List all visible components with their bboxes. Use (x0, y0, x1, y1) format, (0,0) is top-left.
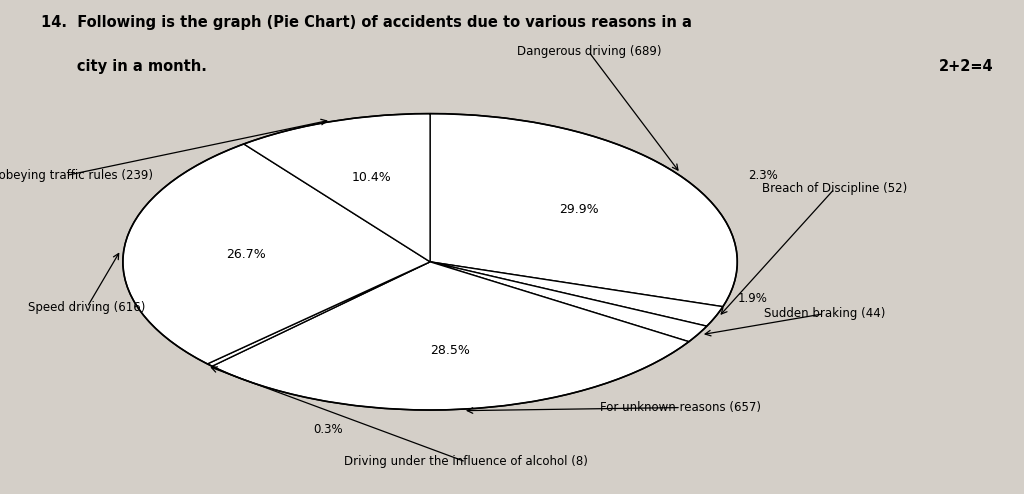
Text: For unknown reasons (657): For unknown reasons (657) (600, 401, 762, 414)
Text: 1.9%: 1.9% (737, 292, 768, 305)
Text: 2.3%: 2.3% (748, 169, 778, 182)
Text: 14.  Following is the graph (Pie Chart) of accidents due to various reasons in a: 14. Following is the graph (Pie Chart) o… (41, 15, 692, 30)
Text: 26.7%: 26.7% (226, 248, 266, 261)
Text: 10.4%: 10.4% (351, 171, 391, 184)
Text: 0.3%: 0.3% (313, 423, 342, 436)
Polygon shape (430, 262, 723, 326)
Polygon shape (123, 144, 430, 364)
Text: Speed driving (616): Speed driving (616) (29, 301, 145, 314)
Polygon shape (212, 262, 689, 410)
Polygon shape (430, 262, 707, 342)
Text: city in a month.: city in a month. (41, 59, 207, 74)
Text: Disobeying traffic rules (239): Disobeying traffic rules (239) (0, 169, 153, 182)
Text: 2+2=4: 2+2=4 (939, 59, 993, 74)
Text: Breach of Discipline (52): Breach of Discipline (52) (762, 182, 907, 195)
Polygon shape (430, 114, 737, 307)
Text: 29.9%: 29.9% (559, 203, 599, 216)
Polygon shape (244, 114, 430, 262)
Text: Sudden braking (44): Sudden braking (44) (764, 307, 885, 320)
Text: Driving under the influence of alcohol (8): Driving under the influence of alcohol (… (344, 455, 588, 468)
Polygon shape (208, 262, 430, 366)
Text: 28.5%: 28.5% (430, 344, 470, 357)
Text: Dangerous driving (689): Dangerous driving (689) (516, 45, 662, 58)
